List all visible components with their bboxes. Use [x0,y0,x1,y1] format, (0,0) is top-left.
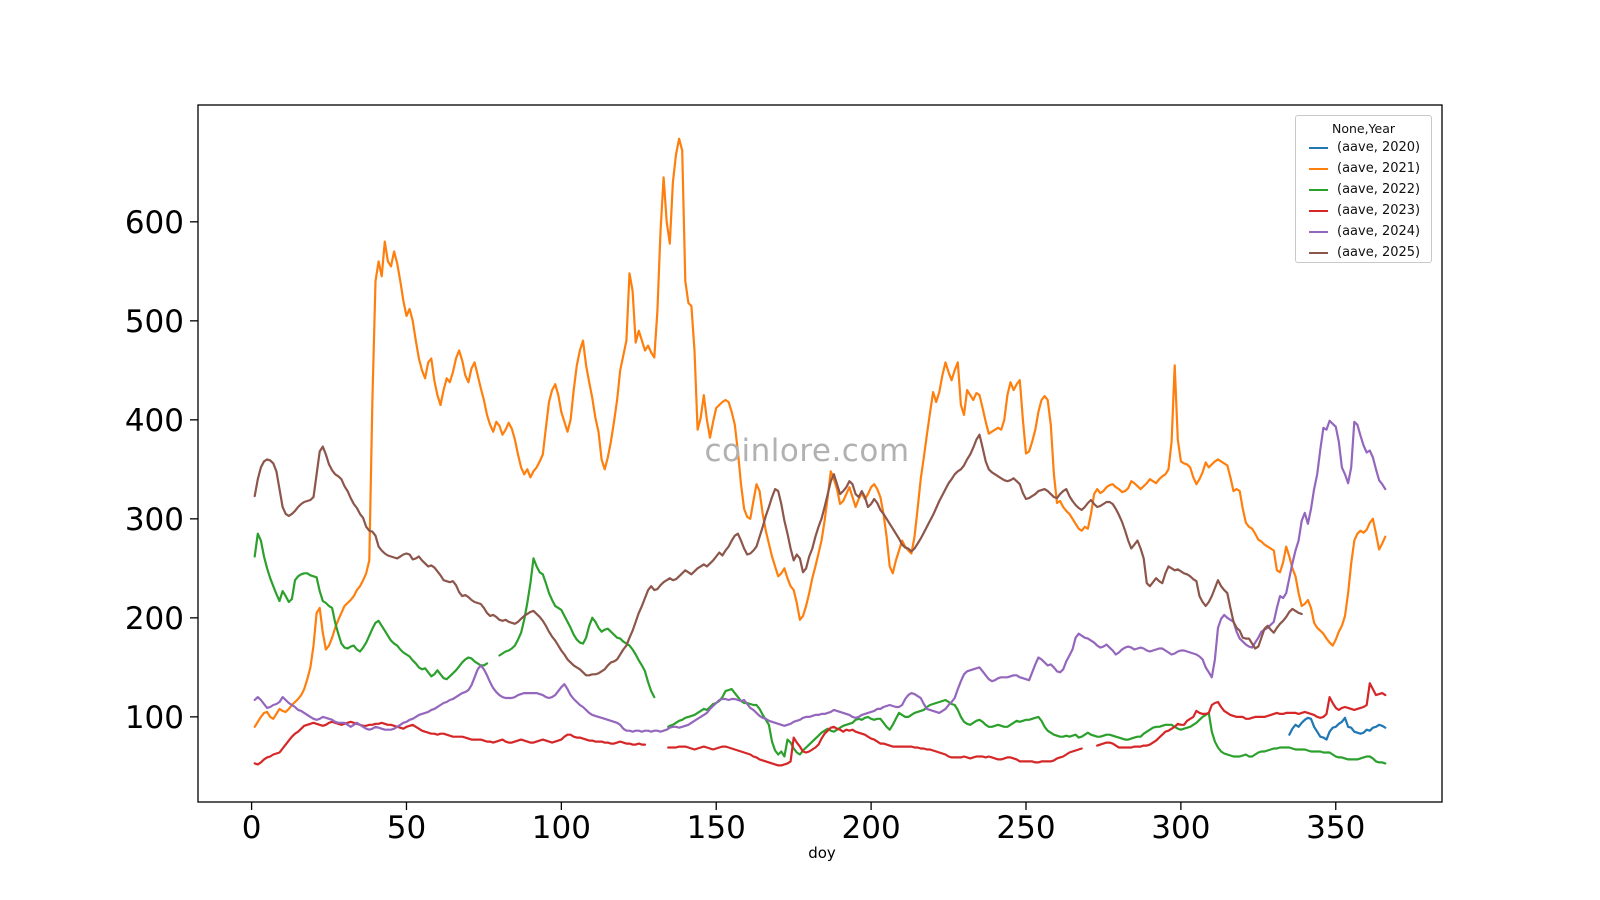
x-tick-label: 300 [1151,810,1210,846]
legend-title: None,Year [1331,121,1396,136]
legend-label-2022: (aave, 2022) [1337,182,1421,197]
legend-label-2021: (aave, 2021) [1337,161,1421,176]
legend-item-2022: (aave, 2022) [1296,179,1431,200]
series-line-2021 [253,137,1387,728]
legend-label-2024: (aave, 2024) [1337,224,1421,239]
legend-label-2023: (aave, 2023) [1337,203,1421,218]
x-tick-label: 150 [687,810,746,846]
legend-item-2025: (aave, 2025) [1296,242,1431,263]
series-line-2024 [253,419,1387,733]
x-tick-label: 50 [387,810,426,846]
legend-swatch-2020 [1309,146,1328,149]
x-tick-label: 350 [1306,810,1365,846]
y-tick-label: 400 [125,403,184,439]
legend-swatch-2024 [1309,230,1328,233]
x-tick-label: 0 [242,810,262,846]
series-line-2025 [253,433,1303,677]
legend-swatch-2022 [1309,188,1328,191]
series-line-2020 [1288,716,1387,741]
y-tick-label: 500 [125,304,184,340]
legend-swatch-2021 [1309,167,1328,170]
legend-label-2020: (aave, 2020) [1337,140,1421,155]
y-tick-label: 100 [125,700,184,736]
legend-label-2025: (aave, 2025) [1337,245,1421,260]
legend-swatch-2025 [1309,251,1328,254]
x-tick-label: 100 [532,810,591,846]
series-line-2023 [253,682,1387,767]
y-tick-label: 600 [125,205,184,241]
legend-item-2024: (aave, 2024) [1296,221,1431,242]
axes-frame [197,104,1443,803]
legend-item-2023: (aave, 2023) [1296,200,1431,221]
legend: None,Year (aave, 2020) (aave, 2021) (aave,… [1295,115,1432,263]
watermark: coinlore.com [704,433,910,469]
x-tick-label: 200 [842,810,901,846]
legend-item-2021: (aave, 2021) [1296,158,1431,179]
y-tick-label: 300 [125,502,184,538]
legend-swatch-2023 [1309,209,1328,212]
legend-item-2020: (aave, 2020) [1296,137,1431,158]
y-tick-label: 200 [125,601,184,637]
x-tick-label: 250 [996,810,1055,846]
x-axis-label: doy [808,844,836,862]
legend-rows: (aave, 2020) (aave, 2021) (aave, 2022) (aav… [1296,137,1431,263]
